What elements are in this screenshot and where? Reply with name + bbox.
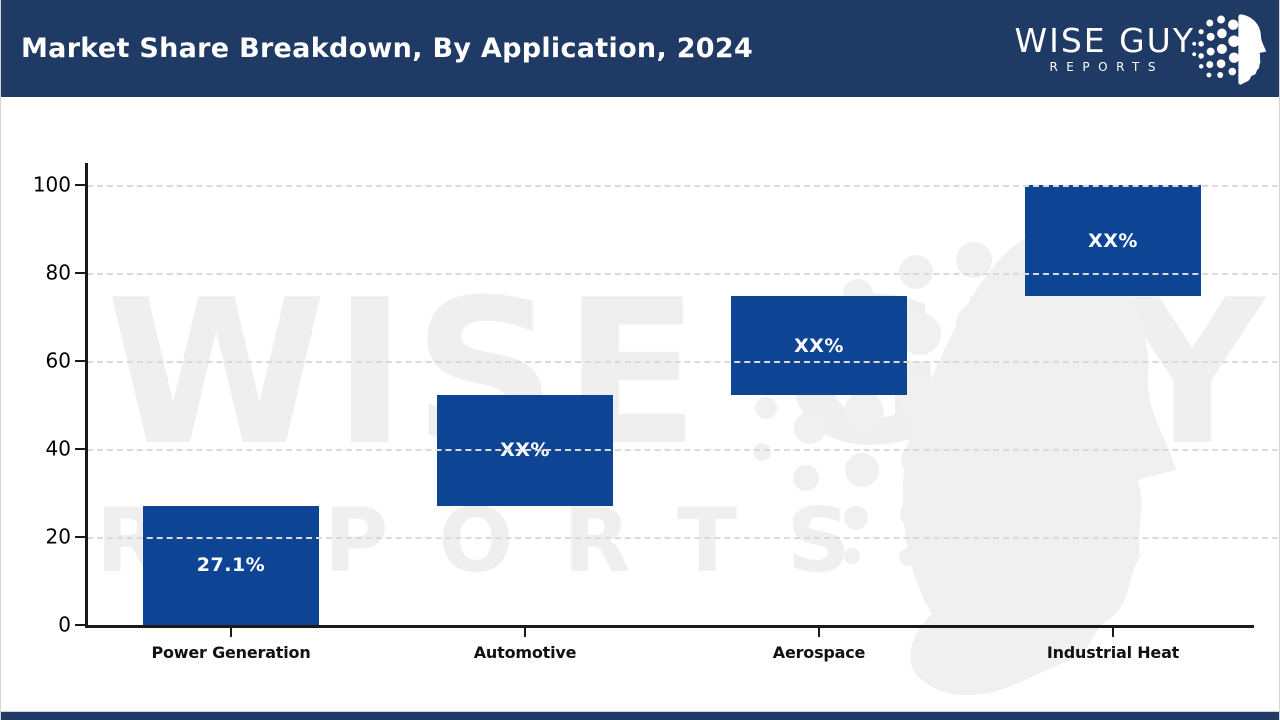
bar-power-generation: 27.1% (143, 505, 319, 625)
y-axis-tick (75, 360, 85, 362)
y-axis-tick-label: 80 (45, 260, 71, 285)
footer-bar (1, 711, 1279, 720)
gridline (87, 273, 1278, 275)
gridline (87, 537, 1278, 539)
y-axis-tick (75, 536, 85, 538)
bar-value-label: 27.1% (196, 554, 266, 577)
x-axis-label: Aerospace (772, 643, 866, 662)
gridline (87, 361, 1278, 363)
y-axis-tick-label: 60 (45, 348, 71, 373)
logo-text: WISE GUY REPORTS (1014, 20, 1195, 74)
y-axis-tick (75, 448, 85, 450)
x-axis-tick (524, 628, 526, 637)
y-axis-tick (75, 272, 85, 274)
gridline (87, 185, 1278, 187)
chart-area: WISE GUY REPORTS 27.1% XX% XX% (1, 97, 1279, 711)
bar-value-label: XX% (794, 334, 844, 357)
logo-subtitle: REPORTS (1049, 59, 1164, 74)
bar-aerospace: XX% (731, 296, 907, 395)
bar-industrial-heat: XX% (1025, 185, 1201, 297)
x-axis-tick (1112, 628, 1114, 637)
x-axis-label: Industrial Heat (1046, 643, 1180, 662)
x-axis-line (85, 625, 1254, 628)
y-axis-tick-label: 100 (32, 172, 71, 197)
x-axis-label: Automotive (473, 643, 577, 662)
y-axis-tick-label: 0 (58, 612, 71, 637)
y-axis-tick-label: 20 (45, 524, 71, 549)
logo-head-icon (1192, 13, 1267, 85)
logo-wordmark: WISE GUY (1014, 20, 1195, 60)
bar-value-label: XX% (1088, 229, 1138, 252)
y-axis-tick (75, 624, 85, 626)
y-axis-tick-label: 40 (45, 436, 71, 461)
x-axis-tick (230, 628, 232, 637)
y-axis-tick (75, 184, 85, 186)
wise-guy-logo: WISE GUY REPORTS (1014, 12, 1267, 86)
y-axis-line (85, 163, 88, 628)
chart-title: Market Share Breakdown, By Application, … (21, 33, 754, 64)
header: Market Share Breakdown, By Application, … (1, 0, 1279, 97)
x-axis-tick (818, 628, 820, 637)
gridline (87, 449, 1278, 451)
x-axis-label: Power Generation (151, 643, 311, 662)
